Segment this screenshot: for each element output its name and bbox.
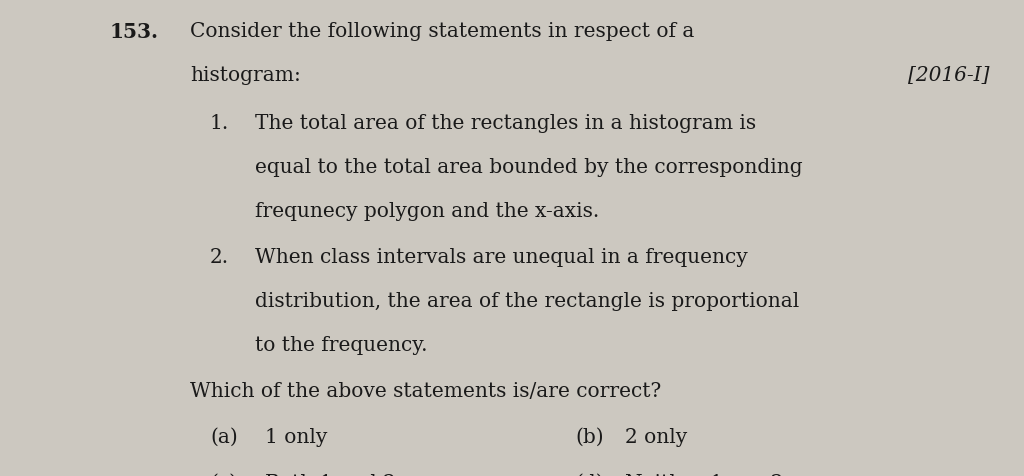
Text: The total area of the rectangles in a histogram is: The total area of the rectangles in a hi… [255,114,756,133]
Text: Consider the following statements in respect of a: Consider the following statements in res… [190,22,694,41]
Text: 2.: 2. [210,248,229,267]
Text: frequnecy polygon and the x-axis.: frequnecy polygon and the x-axis. [255,201,599,220]
Text: (c): (c) [210,473,237,476]
Text: (a): (a) [210,427,238,446]
Text: Which of the above statements is/are correct?: Which of the above statements is/are cor… [190,381,662,400]
Text: histogram:: histogram: [190,66,301,85]
Text: 153.: 153. [110,22,159,42]
Text: to the frequency.: to the frequency. [255,335,427,354]
Text: (b): (b) [575,427,603,446]
Text: equal to the total area bounded by the corresponding: equal to the total area bounded by the c… [255,158,803,177]
Text: distribution, the area of the rectangle is proportional: distribution, the area of the rectangle … [255,291,800,310]
Text: (d): (d) [575,473,603,476]
Text: When class intervals are unequal in a frequency: When class intervals are unequal in a fr… [255,248,748,267]
Text: Both 1 and 2: Both 1 and 2 [265,473,396,476]
Text: [2016-I]: [2016-I] [908,66,990,85]
Text: Neither 1 nor 2: Neither 1 nor 2 [625,473,783,476]
Text: 1 only: 1 only [265,427,328,446]
Text: 1.: 1. [210,114,229,133]
Text: 2 only: 2 only [625,427,687,446]
